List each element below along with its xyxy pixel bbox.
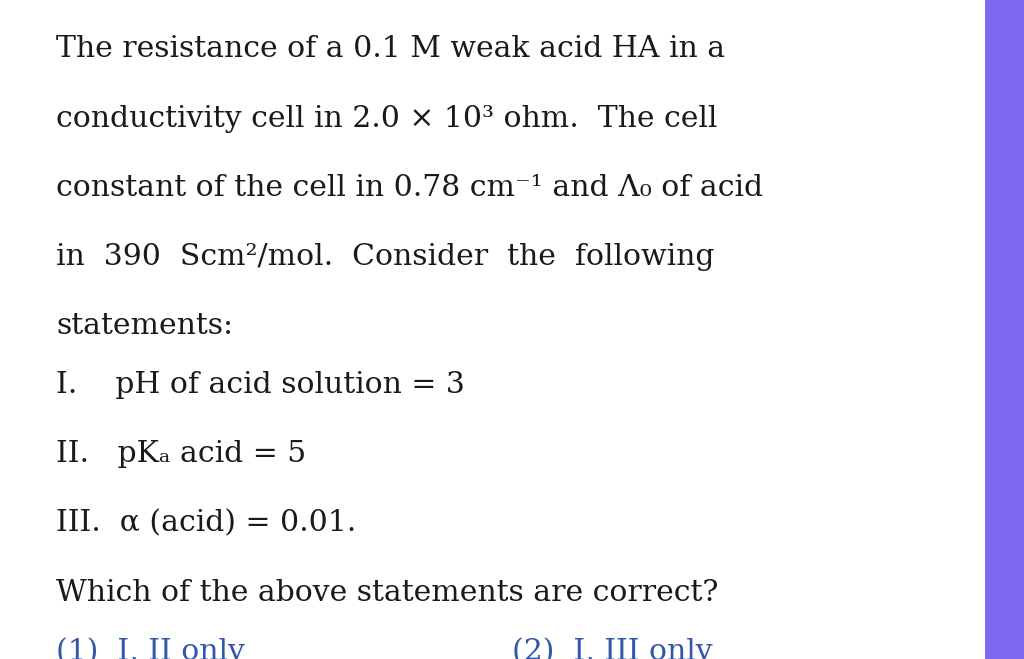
Text: II.   pKₐ acid = 5: II. pKₐ acid = 5	[56, 440, 306, 468]
Text: The resistance of a 0.1 M weak acid HA in a: The resistance of a 0.1 M weak acid HA i…	[56, 36, 725, 63]
Text: (2)  I, III only: (2) I, III only	[512, 637, 713, 659]
Text: statements:: statements:	[56, 312, 233, 340]
Text: (1)  I, II only: (1) I, II only	[56, 637, 245, 659]
Text: conductivity cell in 2.0 × 10³ ohm.  The cell: conductivity cell in 2.0 × 10³ ohm. The …	[56, 105, 718, 132]
Text: Which of the above statements are correct?: Which of the above statements are correc…	[56, 579, 719, 606]
Text: III.  α (acid) = 0.01.: III. α (acid) = 0.01.	[56, 509, 356, 537]
Text: I.    pH of acid solution = 3: I. pH of acid solution = 3	[56, 371, 465, 399]
Text: constant of the cell in 0.78 cm⁻¹ and Λ₀ of acid: constant of the cell in 0.78 cm⁻¹ and Λ₀…	[56, 174, 764, 202]
Text: in  390  Scm²/mol.  Consider  the  following: in 390 Scm²/mol. Consider the following	[56, 243, 715, 271]
